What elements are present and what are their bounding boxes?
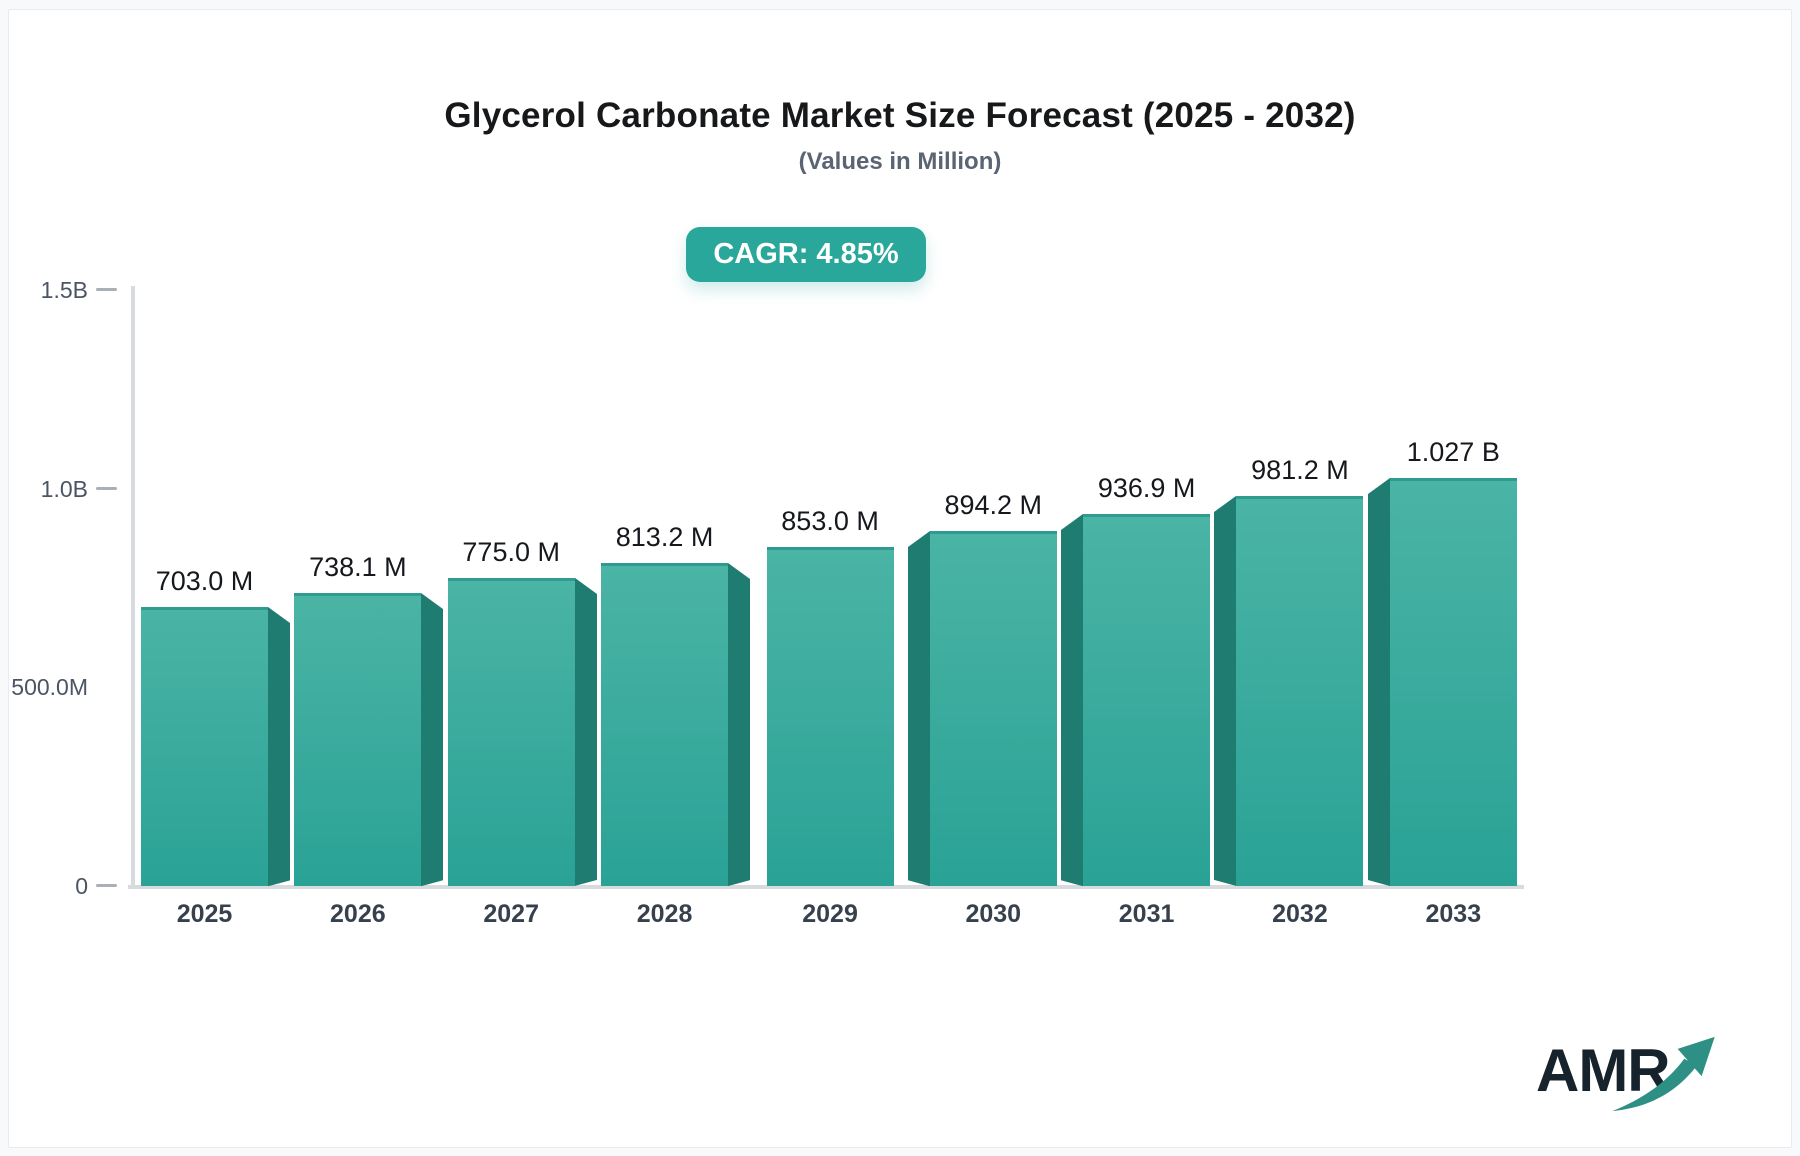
bar-side-face: [268, 606, 290, 886]
y-tick-label: 0: [75, 873, 88, 899]
y-tick-label: 500.0M: [11, 674, 88, 701]
y-tick-dash: [96, 884, 117, 887]
bar-side-face: [421, 592, 444, 886]
bar-side-face: [1061, 513, 1084, 886]
bar-side-face: [1367, 477, 1390, 886]
chart-subtitle: (Values in Million): [798, 148, 1002, 175]
x-axis-label: 2025: [176, 900, 233, 928]
amr-logo: AMR: [1530, 1032, 1740, 1122]
x-axis-label: 2026: [330, 900, 386, 928]
x-axis-label: 2027: [483, 900, 539, 928]
bar-value-label: 936.9 M: [1097, 472, 1196, 503]
bar-2029: [766, 547, 894, 886]
x-axis-label: 2032: [1272, 900, 1328, 928]
bar-side-face: [907, 530, 930, 886]
y-tick-label: 1.5B: [40, 277, 88, 303]
x-axis-label: 2029: [802, 900, 858, 928]
growth-arrow-icon: [1612, 1036, 1715, 1112]
bar-side-face: [574, 578, 597, 886]
bar-value-label: 703.0 M: [155, 565, 254, 596]
y-tick-label: 1.0B: [40, 475, 88, 502]
bar-2032: [1236, 496, 1364, 886]
x-axis-label: 2030: [965, 900, 1022, 928]
x-axis-label: 2031: [1118, 900, 1175, 928]
bar-2027: [447, 578, 575, 886]
bar-side-face: [728, 562, 751, 886]
bar-value-label: 775.0 M: [462, 537, 560, 568]
bar-value-label: 853.0 M: [781, 506, 879, 537]
bar-2026: [294, 592, 422, 886]
bar-2028: [601, 562, 729, 886]
bar-value-label: 813.2 M: [615, 521, 714, 552]
y-tick-dash: [96, 486, 117, 490]
bar-value-label: 1.027 B: [1406, 436, 1500, 467]
bar-value-label: 894.2 M: [944, 489, 1043, 520]
bar-2025: [141, 606, 268, 886]
bar-2033: [1389, 477, 1517, 886]
bar-2030: [929, 530, 1057, 886]
chart-title: Glycerol Carbonate Market Size Forecast …: [444, 96, 1356, 135]
x-axis-line: [128, 885, 1524, 889]
bar-2031: [1083, 513, 1211, 886]
bar-side-face: [1214, 496, 1237, 886]
y-axis-line: [131, 286, 135, 887]
bar-value-label: 981.2 M: [1251, 455, 1349, 486]
x-axis-label: 2028: [636, 900, 693, 928]
y-tick-dash: [96, 288, 117, 291]
x-axis-label: 2033: [1425, 900, 1482, 928]
cagr-badge: CAGR: 4.85%: [686, 227, 926, 282]
bar-value-label: 738.1 M: [309, 551, 407, 582]
